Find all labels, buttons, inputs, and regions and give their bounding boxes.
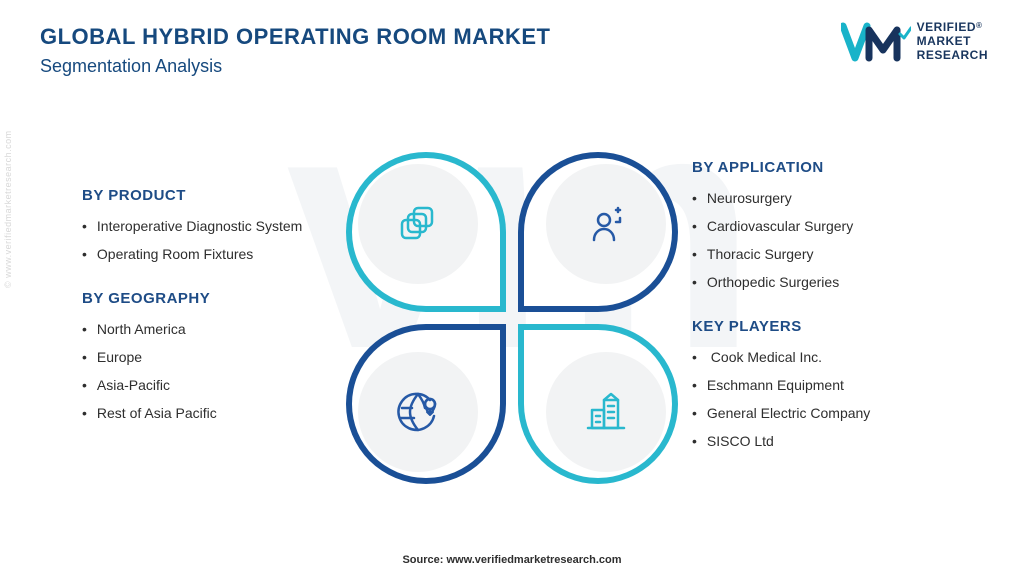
- list-item: Thoracic Surgery: [692, 240, 942, 268]
- list-item: General Electric Company: [692, 399, 942, 427]
- person-icon: [582, 200, 630, 248]
- petal-geography: [346, 324, 506, 484]
- section-title: BY GEOGRAPHY: [82, 290, 332, 307]
- section-list: North America Europe Asia-Pacific Rest o…: [82, 315, 332, 427]
- list-item: Cook Medical Inc.: [692, 343, 942, 371]
- main-content: BY PRODUCT Interoperative Diagnostic Sys…: [0, 100, 1024, 536]
- section-list: Neurosurgery Cardiovascular Surgery Thor…: [692, 184, 942, 296]
- list-item: Operating Room Fixtures: [82, 240, 332, 268]
- page-subtitle: Segmentation Analysis: [40, 56, 550, 77]
- logo-text: VERIFIED® MARKET RESEARCH: [917, 21, 988, 62]
- list-item: North America: [82, 315, 332, 343]
- list-item: Neurosurgery: [692, 184, 942, 212]
- list-item: Orthopedic Surgeries: [692, 268, 942, 296]
- brand-logo: VERIFIED® MARKET RESEARCH: [841, 20, 988, 64]
- petal-circle: [546, 352, 666, 472]
- right-column: BY APPLICATION Neurosurgery Cardiovascul…: [682, 159, 952, 477]
- petal-circle: [358, 352, 478, 472]
- petal-players: [518, 324, 678, 484]
- source-footer: Source: www.verifiedmarketresearch.com: [0, 554, 1024, 566]
- list-item: Rest of Asia Pacific: [82, 399, 332, 427]
- section-title: BY PRODUCT: [82, 187, 332, 204]
- section-geography: BY GEOGRAPHY North America Europe Asia-P…: [82, 290, 332, 427]
- petal-circle: [546, 164, 666, 284]
- globe-icon: [394, 388, 442, 436]
- layers-icon: [394, 200, 442, 248]
- building-icon: [582, 388, 630, 436]
- page-title: GLOBAL HYBRID OPERATING ROOM MARKET: [40, 24, 550, 50]
- section-title: BY APPLICATION: [692, 159, 942, 176]
- list-item: Asia-Pacific: [82, 371, 332, 399]
- section-list: Interoperative Diagnostic System Operati…: [82, 212, 332, 268]
- left-column: BY PRODUCT Interoperative Diagnostic Sys…: [72, 187, 342, 449]
- section-product: BY PRODUCT Interoperative Diagnostic Sys…: [82, 187, 332, 268]
- section-list: Cook Medical Inc. Eschmann Equipment Gen…: [692, 343, 942, 455]
- petal-product: [346, 152, 506, 312]
- list-item: SISCO Ltd: [692, 427, 942, 455]
- section-players: KEY PLAYERS Cook Medical Inc. Eschmann E…: [692, 318, 942, 455]
- petal-circle: [358, 164, 478, 284]
- list-item: Interoperative Diagnostic System: [82, 212, 332, 240]
- center-diagram: [342, 148, 682, 488]
- header: GLOBAL HYBRID OPERATING ROOM MARKET Segm…: [40, 24, 550, 77]
- section-title: KEY PLAYERS: [692, 318, 942, 335]
- petal-application: [518, 152, 678, 312]
- list-item: Cardiovascular Surgery: [692, 212, 942, 240]
- vm-logo-icon: [841, 20, 911, 64]
- section-application: BY APPLICATION Neurosurgery Cardiovascul…: [692, 159, 942, 296]
- list-item: Europe: [82, 343, 332, 371]
- list-item: Eschmann Equipment: [692, 371, 942, 399]
